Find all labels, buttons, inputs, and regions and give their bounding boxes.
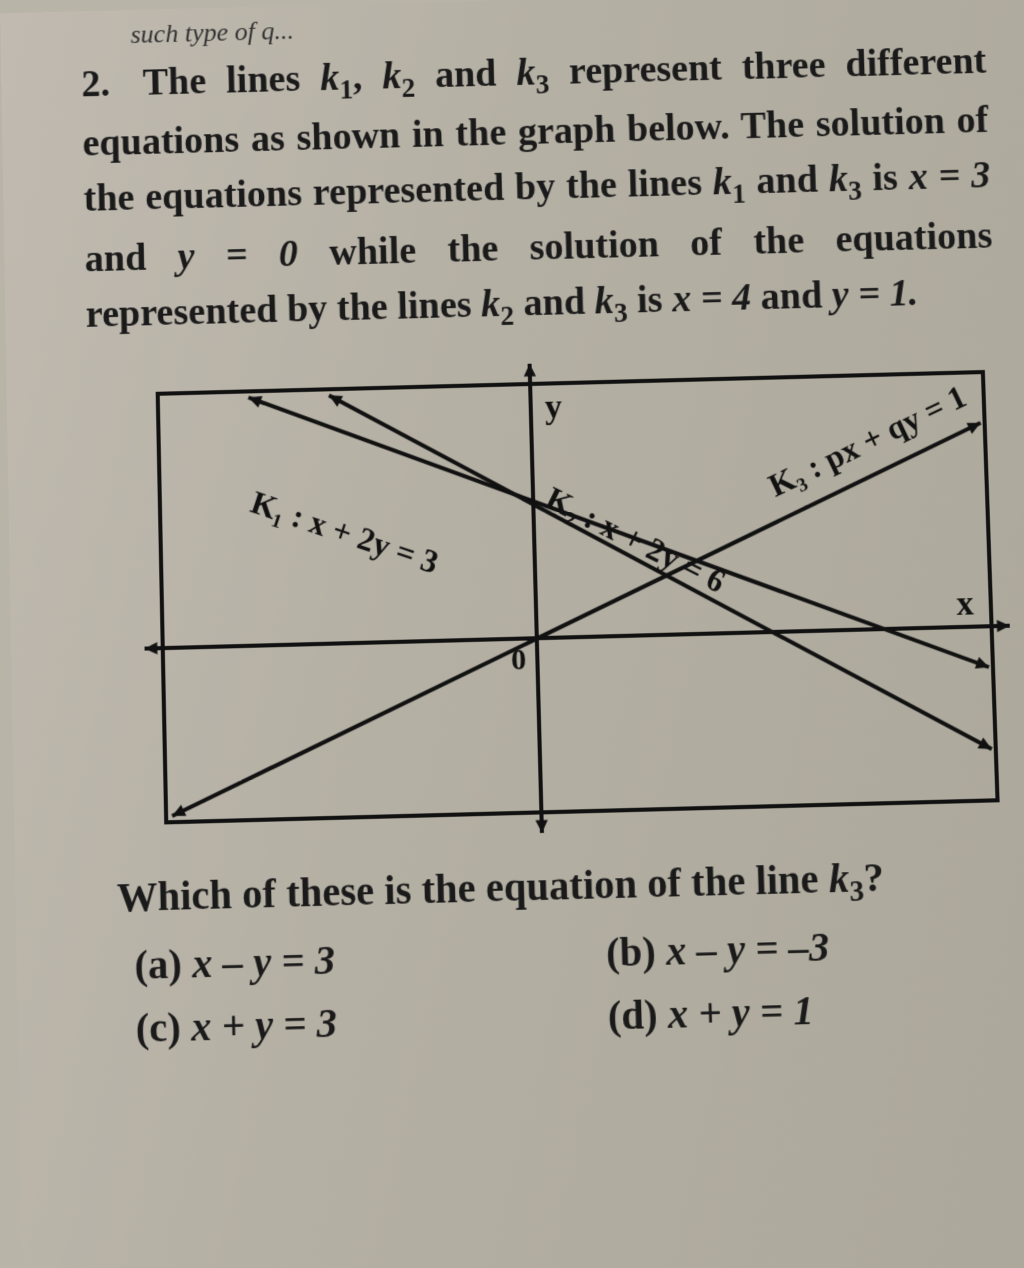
question-text: 2. The lines k1, k2 and k3 represent thr… bbox=[81, 34, 995, 347]
options-grid: (a) x – y = 3 (b) x – y = –3 (c) x + y =… bbox=[134, 917, 1020, 1052]
sub-1: 1 bbox=[732, 178, 747, 209]
option-tag: (a) bbox=[134, 940, 182, 988]
var-k1: k bbox=[712, 161, 732, 204]
option-eq: x – y = –3 bbox=[665, 923, 830, 974]
graph-figure: yx0K₁ : x + 2y = 3K₂ : x + 2y = 6K₃ : px… bbox=[127, 341, 1013, 854]
q-frag: and bbox=[513, 280, 595, 325]
option-eq: x – y = 3 bbox=[192, 936, 336, 986]
eq-x3: x = 3 bbox=[908, 154, 991, 198]
q-frag: and bbox=[750, 274, 832, 319]
option-eq: x + y = 3 bbox=[191, 999, 338, 1049]
eq-x4: x = 4 bbox=[671, 276, 751, 320]
q-frag: , bbox=[352, 55, 382, 98]
option-tag: (b) bbox=[605, 928, 656, 976]
var-k3: k bbox=[828, 855, 850, 902]
sub-3: 3 bbox=[848, 175, 863, 206]
option-b: (b) x – y = –3 bbox=[605, 917, 1017, 976]
q-frag: is bbox=[861, 156, 910, 199]
sub-3: 3 bbox=[535, 69, 550, 99]
var-k1: k bbox=[320, 57, 340, 100]
option-tag: (c) bbox=[135, 1003, 181, 1051]
option-tag: (d) bbox=[607, 991, 658, 1039]
q-frag: and bbox=[745, 158, 829, 202]
q-frag: and bbox=[415, 52, 517, 97]
svg-text:K₂ : x + 2y = 6: K₂ : x + 2y = 6 bbox=[540, 479, 731, 600]
qmark: ? bbox=[863, 854, 885, 901]
var-k2: k bbox=[481, 282, 501, 325]
which-question: Which of these is the equation of the li… bbox=[116, 849, 1015, 928]
svg-text:x: x bbox=[956, 585, 974, 623]
option-c: (c) x + y = 3 bbox=[135, 993, 547, 1053]
sub-3: 3 bbox=[614, 297, 629, 328]
q-frag: is bbox=[627, 278, 673, 322]
var-k3: k bbox=[516, 51, 536, 94]
sub-1: 1 bbox=[339, 74, 353, 104]
sub-3: 3 bbox=[849, 875, 865, 908]
which-text: Which of these is the equation of the li… bbox=[116, 855, 829, 920]
q-frag: The lines bbox=[142, 57, 320, 104]
sub-2: 2 bbox=[500, 300, 515, 331]
svg-text:y: y bbox=[544, 388, 562, 426]
graph-svg: yx0K₁ : x + 2y = 3K₂ : x + 2y = 6K₃ : px… bbox=[127, 341, 1024, 854]
q-frag: and bbox=[84, 235, 178, 280]
option-d: (d) x + y = 1 bbox=[607, 980, 1019, 1040]
var-k2: k bbox=[382, 55, 402, 98]
question-number: 2. bbox=[81, 56, 124, 112]
var-k3: k bbox=[828, 158, 848, 201]
var-k3: k bbox=[594, 279, 614, 322]
option-a: (a) x – y = 3 bbox=[134, 930, 546, 989]
eq-y0: y = 0 bbox=[177, 232, 298, 277]
eq-y1: y = 1. bbox=[831, 271, 919, 316]
option-eq: x + y = 1 bbox=[667, 987, 814, 1037]
svg-text:K₁ : x + 2y = 3: K₁ : x + 2y = 3 bbox=[247, 483, 444, 580]
sub-2: 2 bbox=[401, 72, 415, 102]
